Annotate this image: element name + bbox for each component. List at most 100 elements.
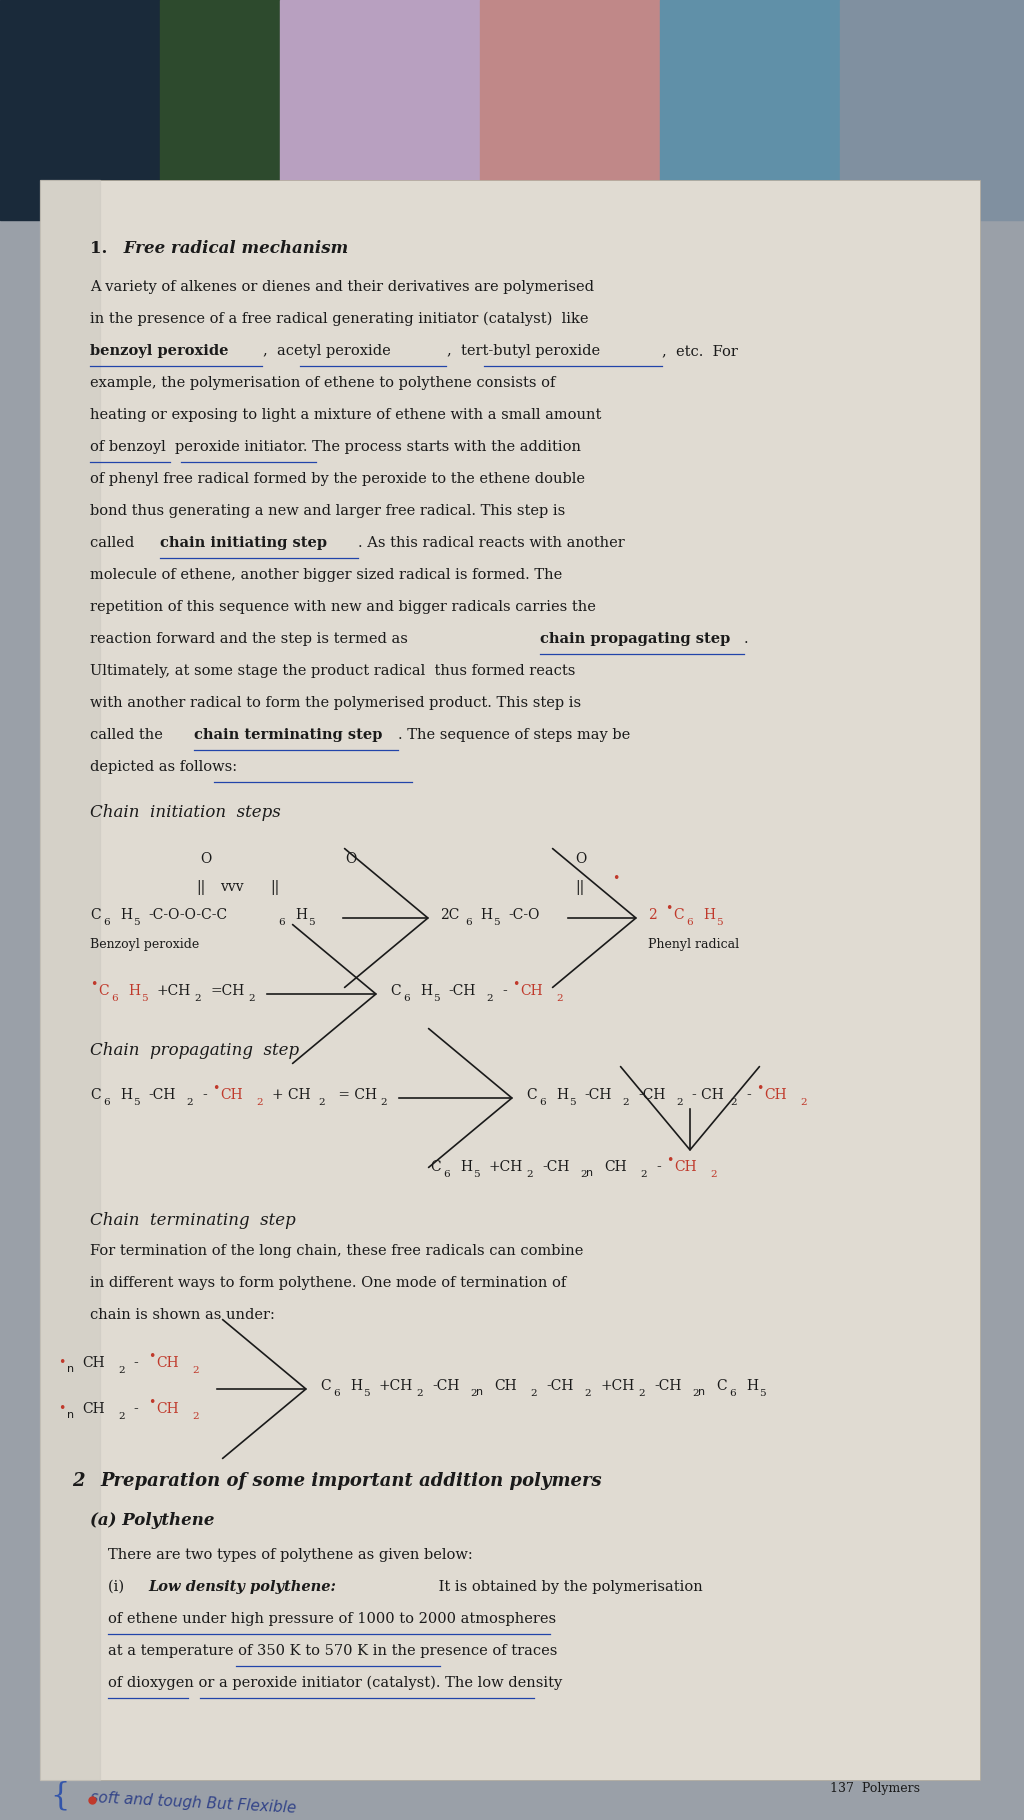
Text: 6: 6 [539,1097,546,1107]
Bar [40,180,100,1780]
Text: 5: 5 [759,1389,766,1398]
Text: 6: 6 [465,917,472,926]
Text: 2: 2 [556,994,562,1003]
Text: 6: 6 [103,1097,110,1107]
Text: 2: 2 [416,1389,423,1398]
Text: •: • [756,1083,763,1096]
Text: H: H [350,1380,362,1392]
Text: of phenyl free radical formed by the peroxide to the ethene double: of phenyl free radical formed by the per… [90,471,585,486]
Text: n: n [698,1387,706,1398]
Text: CH: CH [520,985,543,997]
Text: 2: 2 [640,1170,646,1179]
Text: -CH: -CH [148,1088,175,1101]
Text: O: O [200,852,211,866]
Text: For termination of the long chain, these free radicals can combine: For termination of the long chain, these… [90,1245,584,1258]
Text: 2: 2 [186,1097,193,1107]
Text: Benzoyl peroxide: Benzoyl peroxide [90,937,200,952]
Text: Chain  initiation  steps: Chain initiation steps [90,804,281,821]
Text: -CH: -CH [449,985,475,997]
Text: + CH: + CH [272,1088,310,1101]
Text: 2: 2 [638,1389,645,1398]
Text: •: • [58,1356,66,1369]
Text: •: • [666,1154,674,1167]
Bar [280,0,480,220]
Text: -: - [656,1159,660,1174]
Text: 2: 2 [800,1097,807,1107]
Text: C: C [716,1380,727,1392]
Text: Chain  terminating  step: Chain terminating step [90,1212,296,1229]
Text: chain terminating step: chain terminating step [194,728,382,743]
Text: (a) Polythene: (a) Polythene [90,1512,214,1529]
Text: 1.: 1. [90,240,108,257]
Text: 2: 2 [692,1389,698,1398]
Text: = CH: = CH [334,1088,377,1101]
Text: C: C [90,1088,100,1101]
Text: 5: 5 [308,917,314,926]
Text: (i): (i) [108,1580,133,1594]
Text: •: • [212,1083,219,1096]
Text: +CH: +CH [600,1380,634,1392]
Text: 2: 2 [526,1170,532,1179]
Text: It is obtained by the polymerisation: It is obtained by the polymerisation [434,1580,702,1594]
Text: 5: 5 [433,994,439,1003]
Text: 2: 2 [118,1367,125,1374]
Text: reaction forward and the step is termed as: reaction forward and the step is termed … [90,632,413,646]
Text: -CH: -CH [432,1380,460,1392]
Text: soft and tough But Flexible: soft and tough But Flexible [90,1791,297,1816]
Text: H: H [120,1088,132,1101]
Text: - CH: - CH [692,1088,724,1101]
Text: C: C [98,985,109,997]
Text: 6: 6 [278,917,285,926]
Text: H: H [128,985,140,997]
Text: -: - [134,1401,143,1416]
Text: 5: 5 [362,1389,370,1398]
Text: 6: 6 [686,917,692,926]
Text: O: O [345,852,356,866]
Text: 2: 2 [72,1472,85,1491]
Text: Free radical mechanism: Free radical mechanism [118,240,348,257]
Text: +CH: +CH [378,1380,413,1392]
Text: CH: CH [674,1159,696,1174]
Text: bond thus generating a new and larger free radical. This step is: bond thus generating a new and larger fr… [90,504,565,519]
Text: molecule of ethene, another bigger sized radical is formed. The: molecule of ethene, another bigger sized… [90,568,562,582]
Text: •: • [58,1401,66,1414]
Text: There are two types of polythene as given below:: There are two types of polythene as give… [108,1549,473,1562]
Text: •: • [90,977,97,992]
Text: -CH: -CH [584,1088,611,1101]
Text: 2: 2 [193,1412,199,1421]
Text: 2: 2 [256,1097,262,1107]
Text: . As this radical reacts with another: . As this radical reacts with another [358,537,625,550]
Text: CH: CH [604,1159,627,1174]
Text: H: H [480,908,492,923]
Text: of dioxygen or a peroxide initiator (catalyst). The low density: of dioxygen or a peroxide initiator (cat… [108,1676,562,1691]
Text: C: C [673,908,684,923]
Text: O: O [575,852,587,866]
Text: C: C [526,1088,537,1101]
Text: Chain  propagating  step: Chain propagating step [90,1043,299,1059]
Text: 2: 2 [380,1097,387,1107]
Text: ,  acetyl peroxide: , acetyl peroxide [263,344,391,359]
Text: Phenyl radical: Phenyl radical [648,937,739,952]
Text: -C-O: -C-O [508,908,540,923]
Text: C: C [319,1380,331,1392]
Text: 2: 2 [318,1097,325,1107]
Bar [840,0,1024,220]
Text: •: • [512,977,519,992]
Text: -: - [202,1088,207,1101]
Text: . The sequence of steps may be: . The sequence of steps may be [398,728,630,743]
Text: •: • [612,872,620,885]
Text: Ultimately, at some stage the product radical  thus formed reacts: Ultimately, at some stage the product ra… [90,664,575,679]
Text: 5: 5 [569,1097,575,1107]
Text: 2: 2 [584,1389,591,1398]
Text: 6: 6 [403,994,410,1003]
Text: +CH: +CH [156,985,190,997]
Text: n: n [586,1168,593,1178]
Text: 2: 2 [580,1170,587,1179]
Text: example, the polymerisation of ethene to polythene consists of: example, the polymerisation of ethene to… [90,377,555,389]
Bar [660,0,840,220]
Text: 6: 6 [443,1170,450,1179]
Text: 2: 2 [730,1097,736,1107]
Text: 2: 2 [193,1367,199,1374]
Bar [480,0,660,220]
Text: chain is shown as under:: chain is shown as under: [90,1309,274,1321]
